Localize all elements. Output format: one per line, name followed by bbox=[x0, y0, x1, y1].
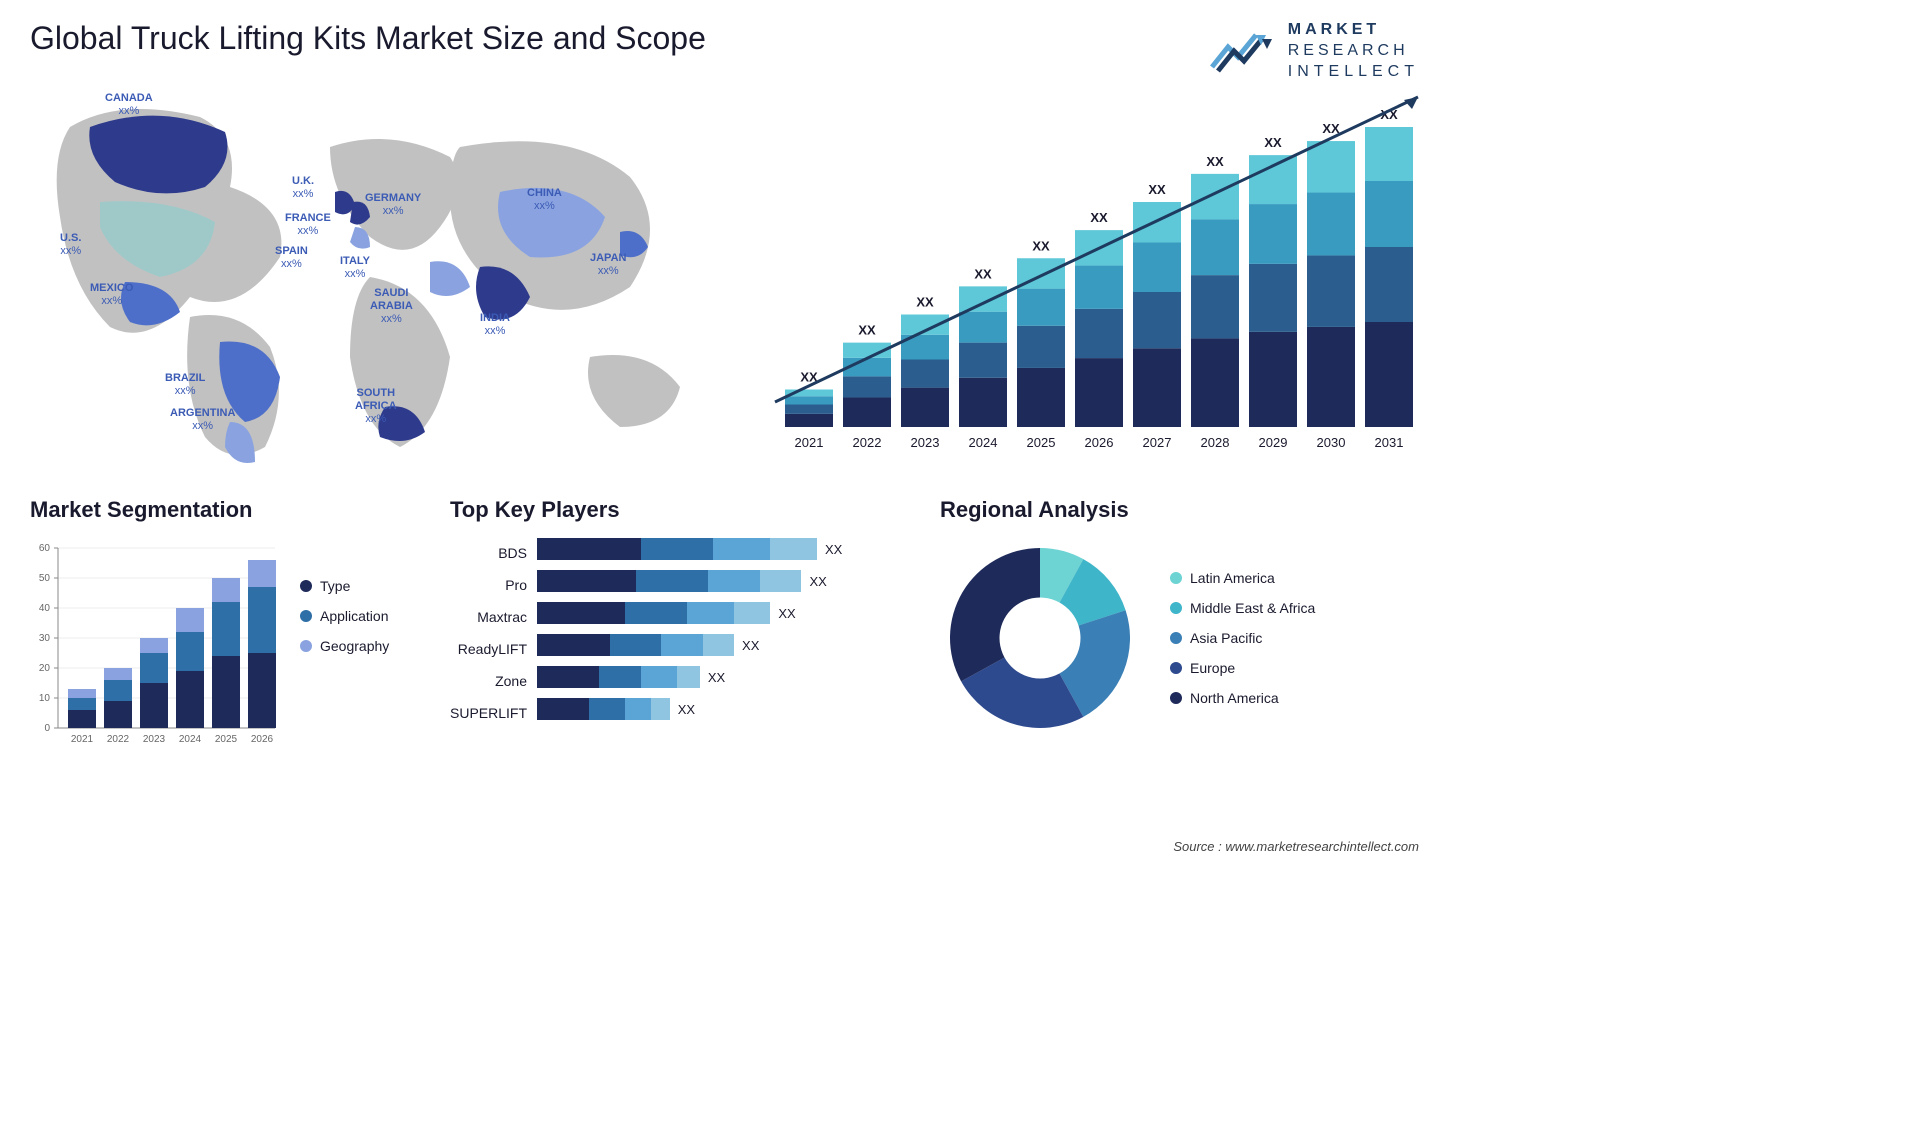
svg-text:20: 20 bbox=[39, 663, 51, 674]
svg-text:2025: 2025 bbox=[1027, 435, 1056, 450]
svg-text:2030: 2030 bbox=[1317, 435, 1346, 450]
map-label: SOUTHAFRICAxx% bbox=[355, 387, 397, 427]
legend-item: Latin America bbox=[1170, 570, 1315, 586]
player-value: XX bbox=[678, 702, 695, 717]
player-label: ReadyLIFT bbox=[458, 638, 527, 660]
legend-item: Geography bbox=[300, 638, 389, 654]
world-map: CANADAxx% U.S.xx% MEXICOxx% BRAZILxx% ARGENT… bbox=[30, 87, 719, 467]
player-value: XX bbox=[809, 574, 826, 589]
svg-text:2022: 2022 bbox=[853, 435, 882, 450]
player-label: Pro bbox=[505, 574, 527, 596]
logo-line2: RESEARCH bbox=[1288, 41, 1419, 62]
map-label: CHINAxx% bbox=[527, 187, 562, 213]
segmentation-legend: Type Application Geography bbox=[300, 538, 389, 748]
player-bar: XX bbox=[537, 602, 910, 624]
regional-legend: Latin America Middle East & Africa Asia Pa… bbox=[1170, 570, 1315, 706]
svg-text:XX: XX bbox=[1264, 135, 1282, 150]
svg-text:2024: 2024 bbox=[969, 435, 998, 450]
segmentation-bars: 0 10 20 30 40 50 60 2021 2022 2023 2024 2025 2026 bbox=[30, 538, 280, 748]
legend-item: Type bbox=[300, 578, 389, 594]
svg-text:2023: 2023 bbox=[143, 734, 166, 745]
svg-text:2027: 2027 bbox=[1143, 435, 1172, 450]
svg-text:XX: XX bbox=[858, 323, 876, 338]
player-bar: XX bbox=[537, 538, 910, 560]
svg-text:2021: 2021 bbox=[795, 435, 824, 450]
svg-text:2026: 2026 bbox=[1085, 435, 1114, 450]
legend-item: Application bbox=[300, 608, 389, 624]
segmentation-title: Market Segmentation bbox=[30, 497, 420, 523]
svg-text:2031: 2031 bbox=[1375, 435, 1404, 450]
map-label: SPAINxx% bbox=[275, 245, 308, 271]
growth-chart: XX 2021 XX 2022 XX 2023 XX 2024 XX 2025 XX 2026 XX 20… bbox=[759, 87, 1419, 467]
player-bar: XX bbox=[537, 666, 910, 688]
map-label: FRANCExx% bbox=[285, 212, 331, 238]
svg-text:30: 30 bbox=[39, 633, 51, 644]
svg-text:2024: 2024 bbox=[179, 734, 202, 745]
brand-logo: MARKET RESEARCH INTELLECT bbox=[1208, 20, 1419, 82]
svg-text:2026: 2026 bbox=[251, 734, 274, 745]
map-label: CANADAxx% bbox=[105, 92, 153, 118]
source-text: Source : www.marketresearchintellect.com bbox=[1173, 839, 1419, 854]
legend-item: Europe bbox=[1170, 660, 1315, 676]
map-label: BRAZILxx% bbox=[165, 372, 205, 398]
map-label: ITALYxx% bbox=[340, 255, 370, 281]
map-label: ARGENTINAxx% bbox=[170, 407, 235, 433]
svg-text:XX: XX bbox=[1032, 238, 1050, 253]
map-label: MEXICOxx% bbox=[90, 282, 133, 308]
player-value: XX bbox=[742, 638, 759, 653]
player-label: Zone bbox=[495, 670, 527, 692]
svg-text:XX: XX bbox=[1206, 154, 1224, 169]
svg-text:2022: 2022 bbox=[107, 734, 130, 745]
svg-text:40: 40 bbox=[39, 603, 51, 614]
svg-text:XX: XX bbox=[916, 295, 934, 310]
player-value: XX bbox=[778, 606, 795, 621]
svg-text:2021: 2021 bbox=[71, 734, 94, 745]
map-label: INDIAxx% bbox=[480, 312, 510, 338]
logo-icon bbox=[1208, 27, 1278, 75]
players-labels: BDS Pro Maxtrac ReadyLIFT Zone SUPERLIFT bbox=[450, 538, 527, 724]
players-bars: XX XX XX XX XX XX bbox=[537, 538, 910, 724]
map-label: U.K.xx% bbox=[292, 175, 314, 201]
svg-text:2029: 2029 bbox=[1259, 435, 1288, 450]
player-bar: XX bbox=[537, 634, 910, 656]
players-title: Top Key Players bbox=[450, 497, 910, 523]
player-bar: XX bbox=[537, 570, 910, 592]
svg-text:50: 50 bbox=[39, 573, 51, 584]
logo-line3: INTELLECT bbox=[1288, 62, 1419, 83]
regional-donut bbox=[940, 538, 1140, 738]
svg-text:10: 10 bbox=[39, 693, 51, 704]
svg-text:0: 0 bbox=[44, 723, 50, 734]
logo-line1: MARKET bbox=[1288, 20, 1419, 41]
svg-text:XX: XX bbox=[974, 266, 992, 281]
player-value: XX bbox=[825, 542, 842, 557]
map-label: JAPANxx% bbox=[590, 252, 626, 278]
svg-text:2023: 2023 bbox=[911, 435, 940, 450]
player-value: XX bbox=[708, 670, 725, 685]
player-label: SUPERLIFT bbox=[450, 702, 527, 724]
svg-text:XX: XX bbox=[1148, 182, 1166, 197]
legend-item: North America bbox=[1170, 690, 1315, 706]
map-label: U.S.xx% bbox=[60, 232, 81, 258]
player-label: BDS bbox=[498, 542, 527, 564]
legend-item: Middle East & Africa bbox=[1170, 600, 1315, 616]
player-bar: XX bbox=[537, 698, 910, 720]
svg-text:2028: 2028 bbox=[1201, 435, 1230, 450]
map-label: GERMANYxx% bbox=[365, 192, 421, 218]
player-label: Maxtrac bbox=[477, 606, 527, 628]
legend-item: Asia Pacific bbox=[1170, 630, 1315, 646]
regional-title: Regional Analysis bbox=[940, 497, 1419, 523]
svg-text:XX: XX bbox=[1090, 210, 1108, 225]
svg-text:60: 60 bbox=[39, 543, 51, 554]
svg-text:2025: 2025 bbox=[215, 734, 238, 745]
map-label: SAUDIARABIAxx% bbox=[370, 287, 413, 327]
